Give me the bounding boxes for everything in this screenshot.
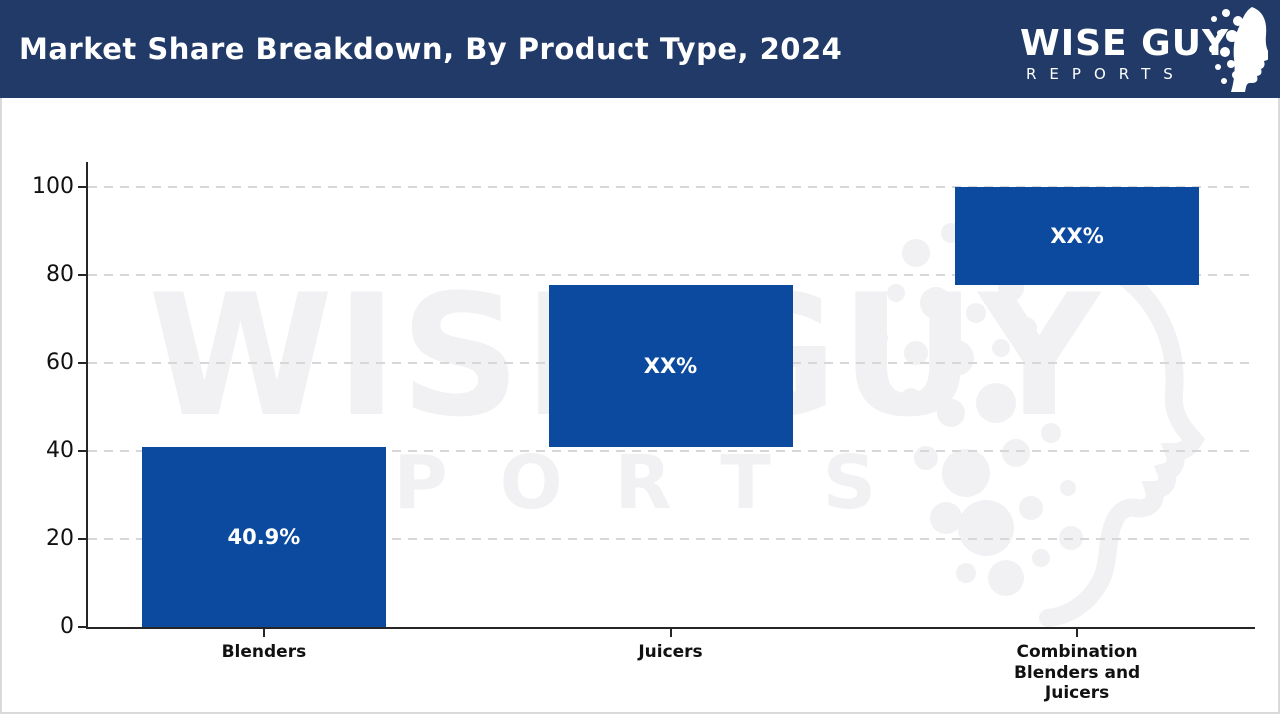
y-axis-line — [86, 162, 88, 627]
y-tick-100 — [78, 186, 86, 188]
y-tick-80 — [78, 274, 86, 276]
y-tick-label-60: 60 — [46, 350, 74, 375]
x-tick-0 — [262, 629, 265, 637]
gridline-20 — [88, 538, 1253, 540]
gridline-100 — [88, 186, 1253, 188]
x-category-label-0: Blenders — [221, 642, 307, 662]
y-tick-0 — [78, 626, 86, 628]
x-axis-line — [86, 627, 1255, 629]
gridline-40 — [88, 450, 1253, 452]
bar-Combination Blenders and Juicers: XX% — [955, 187, 1200, 286]
bar-value-label: 40.9% — [227, 525, 301, 549]
x-tick-2 — [1076, 629, 1079, 637]
logo-brand-text: WISE GUY — [1020, 23, 1229, 64]
y-tick-label-80: 80 — [46, 262, 74, 287]
card-left-edge — [0, 98, 2, 714]
y-tick-40 — [78, 450, 86, 452]
y-tick-60 — [78, 362, 86, 364]
logo-dots-face-icon — [1209, 7, 1268, 92]
chart-title: Market Share Breakdown, By Product Type,… — [19, 32, 843, 66]
x-tick-1 — [669, 629, 672, 637]
gridline-80 — [88, 274, 1253, 276]
x-category-label-2: Combination Blenders and Juicers — [1013, 642, 1141, 704]
bar-value-label: XX% — [643, 354, 698, 379]
plot-area: WISE GUY REPORTS — [0, 98, 1280, 714]
bar-value-label: XX% — [1050, 224, 1104, 249]
wise-guy-reports-logo: WISE GUY REPORTS — [1020, 7, 1268, 92]
bar-Blenders: 40.9% — [141, 447, 386, 627]
y-tick-label-20: 20 — [46, 526, 74, 551]
y-tick-label-100: 100 — [32, 174, 74, 199]
y-tick-20 — [78, 538, 86, 540]
x-category-label-1: Juicers — [638, 642, 703, 662]
y-tick-label-40: 40 — [46, 438, 74, 463]
logo-subtext: REPORTS — [1026, 65, 1186, 83]
bar-Juicers: XX% — [548, 285, 793, 448]
y-tick-label-0: 0 — [60, 614, 74, 639]
header-band: Market Share Breakdown, By Product Type,… — [0, 0, 1280, 98]
card-bottom-edge — [0, 712, 1280, 714]
bar-layer: 40.9% Blenders XX% Juicers XX% Combination Bl… — [0, 98, 1280, 714]
card-right-edge — [1278, 98, 1280, 714]
